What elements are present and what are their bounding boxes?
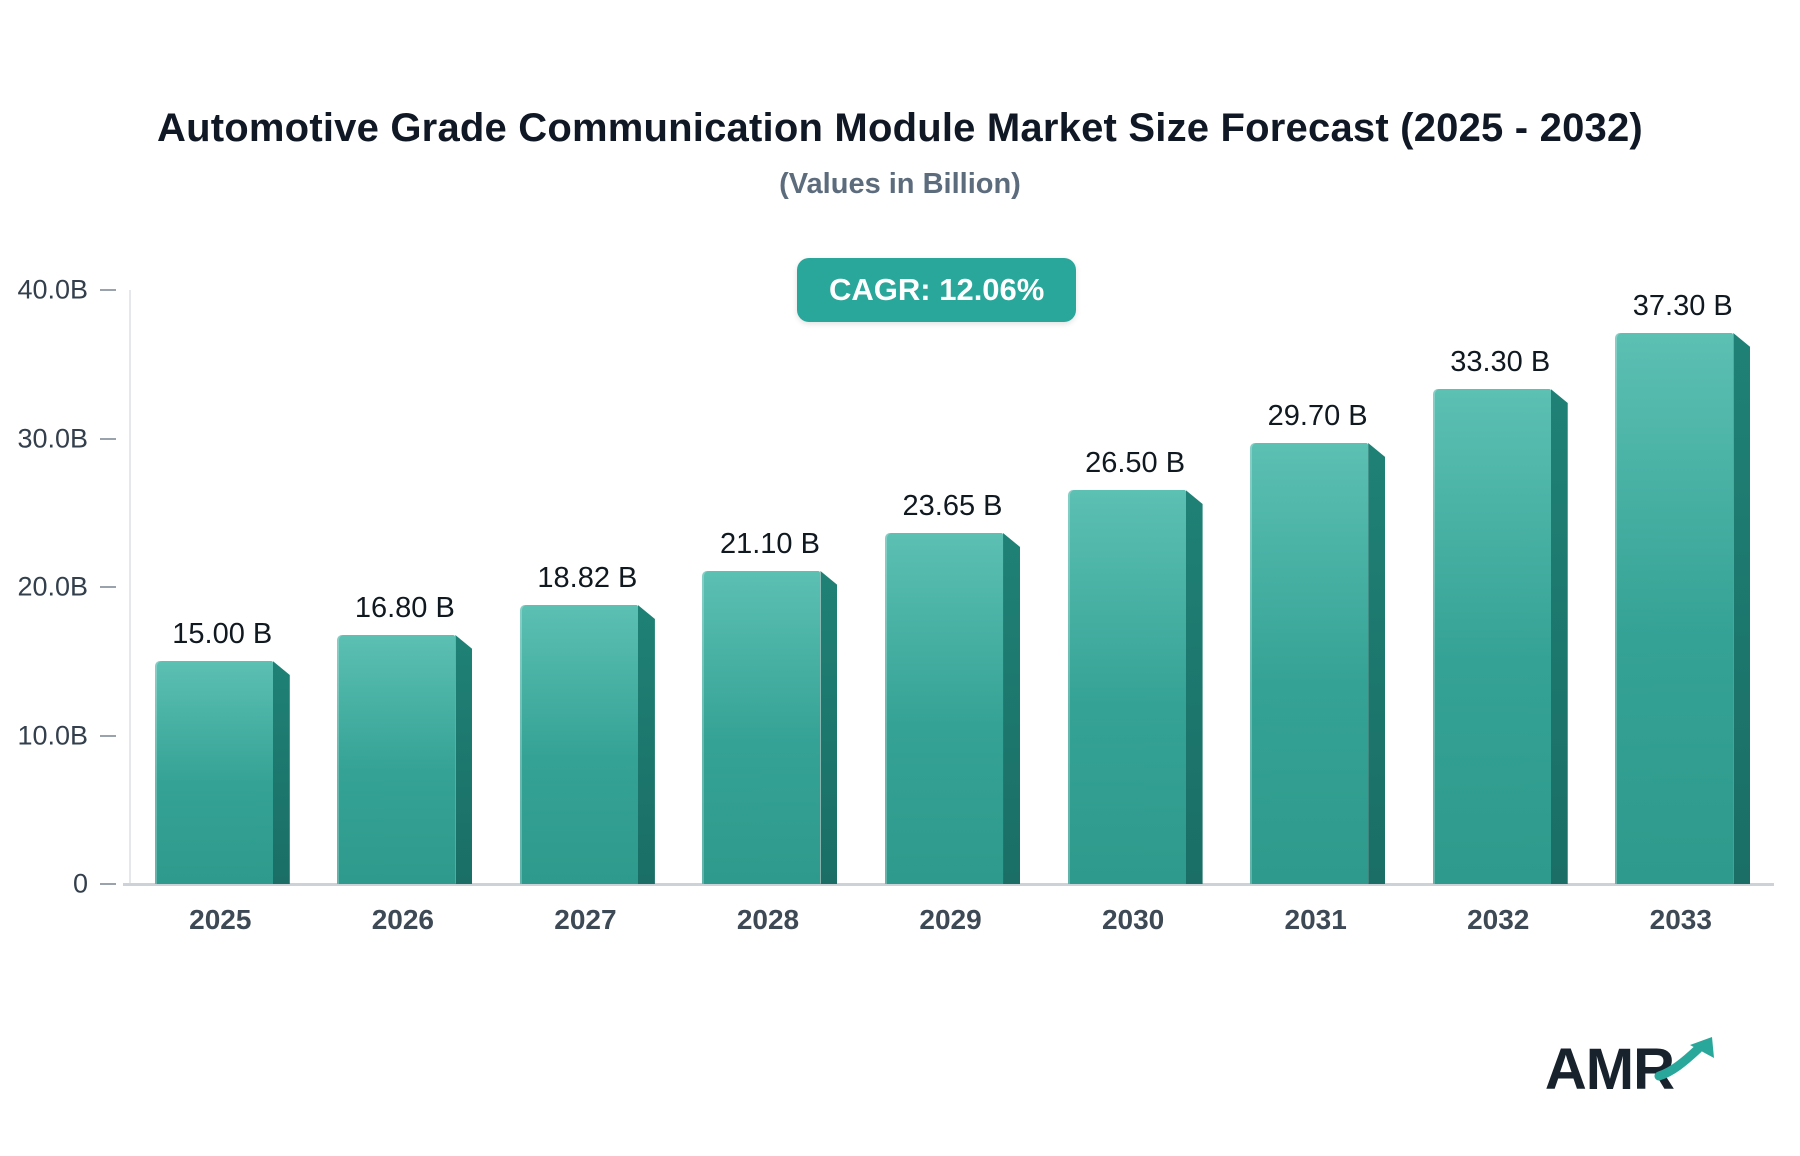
x-axis-line: [123, 883, 1774, 886]
y-axis-tick-mark: [100, 883, 116, 885]
bar-value-label: 21.10 B: [719, 528, 820, 560]
bar-group: 21.10 B: [679, 290, 862, 884]
bar: [885, 533, 1021, 884]
bar-side-face: [1733, 333, 1751, 884]
bar-front-face: [885, 533, 1004, 884]
x-axis-tick-label: 2032: [1467, 904, 1530, 935]
chart-subtitle: (Values in Billion): [779, 168, 1021, 200]
bar-group: 16.80 B: [314, 290, 497, 884]
bar-side-face: [1550, 389, 1568, 884]
y-axis-tick-mark: [100, 734, 116, 737]
bar-chart: 0 10.0B 20.0B 30.0B 40.0B 15.00 B 16.80 B 18.8…: [0, 275, 1800, 1010]
y-axis-tick-mark: [100, 289, 116, 291]
x-axis-tick-label: 2029: [919, 904, 982, 935]
bars-row: 15.00 B 16.80 B 18.82 B 21.10 B 23.65 B 26.50…: [131, 290, 1774, 884]
x-axis-tick-label: 2033: [1649, 904, 1712, 935]
y-axis: 0 10.0B 20.0B 30.0B 40.0B: [0, 275, 124, 899]
chart-title: Automotive Grade Communication Module Ma…: [157, 106, 1643, 150]
bar-group: 15.00 B: [131, 290, 314, 884]
x-axis-tick-label: 2028: [736, 904, 800, 935]
bar-group: 37.30 B: [1592, 290, 1775, 884]
logo-arrow-icon: [1654, 1037, 1714, 1081]
bar-front-face: [337, 635, 456, 884]
bar-front-face: [1615, 333, 1734, 884]
bar-front-face: [1067, 490, 1186, 884]
bar-group: 23.65 B: [861, 290, 1044, 884]
bar-group: 18.82 B: [496, 290, 679, 884]
bar-side-face: [820, 571, 838, 884]
bar-value-label: 26.50 B: [1085, 447, 1186, 479]
bar-side-face: [1368, 443, 1386, 884]
bar-side-face: [455, 635, 473, 884]
amr-logo: AMR: [1545, 1034, 1716, 1104]
bar-value-label: 23.65 B: [902, 490, 1003, 522]
bar: [1250, 443, 1386, 884]
cagr-badge: CAGR: 12.06%: [797, 258, 1077, 322]
y-axis-tick-label: 30.0B: [17, 423, 88, 453]
bar-group: 29.70 B: [1226, 290, 1409, 884]
y-axis-tick-mark: [100, 586, 116, 588]
y-axis-tick-label: 20.0B: [17, 571, 88, 602]
bar-value-label: 37.30 B: [1632, 290, 1733, 322]
bar: [519, 605, 655, 884]
amr-logo-text: AMR: [1544, 1036, 1675, 1102]
bar-value-label: 33.30 B: [1450, 346, 1551, 378]
bar-side-face: [1003, 533, 1021, 884]
bar-side-face: [272, 661, 290, 884]
bar: [1432, 389, 1568, 884]
bar-front-face: [1250, 443, 1369, 884]
plot-area: 15.00 B 16.80 B 18.82 B 21.10 B 23.65 B 26.50…: [123, 290, 1774, 886]
bar: [1067, 490, 1203, 884]
bar: [1615, 333, 1751, 884]
x-axis-tick-label: 2027: [554, 904, 617, 935]
y-axis-tick-label: 40.0B: [17, 274, 88, 305]
bar-value-label: 29.70 B: [1267, 400, 1368, 432]
bar-front-face: [154, 661, 273, 884]
x-axis-labels: 2025 2026 2027 2028 2029 2030 2031 2032 2033: [129, 904, 1772, 936]
bar: [154, 661, 290, 884]
bar-value-label: 15.00 B: [172, 618, 273, 650]
bar-value-label: 18.82 B: [537, 562, 638, 594]
bar-front-face: [702, 571, 821, 884]
y-axis-tick-mark: [100, 437, 116, 440]
bar-group: 26.50 B: [1044, 290, 1227, 884]
x-axis-tick-label: 2026: [371, 904, 434, 935]
x-axis-tick-label: 2030: [1101, 904, 1165, 935]
bar-value-label: 16.80 B: [354, 592, 455, 624]
bar-group: 33.30 B: [1409, 290, 1592, 884]
bar-side-face: [637, 605, 655, 884]
y-axis-tick-label: 0: [72, 868, 88, 899]
bar-front-face: [1432, 389, 1551, 884]
bar-side-face: [1185, 490, 1203, 884]
x-axis-tick-label: 2025: [189, 904, 252, 935]
bar-front-face: [519, 605, 638, 884]
bar: [702, 571, 838, 884]
y-axis-tick-label: 10.0B: [17, 720, 88, 750]
x-axis-tick-label: 2031: [1284, 904, 1347, 935]
bar: [337, 635, 473, 884]
